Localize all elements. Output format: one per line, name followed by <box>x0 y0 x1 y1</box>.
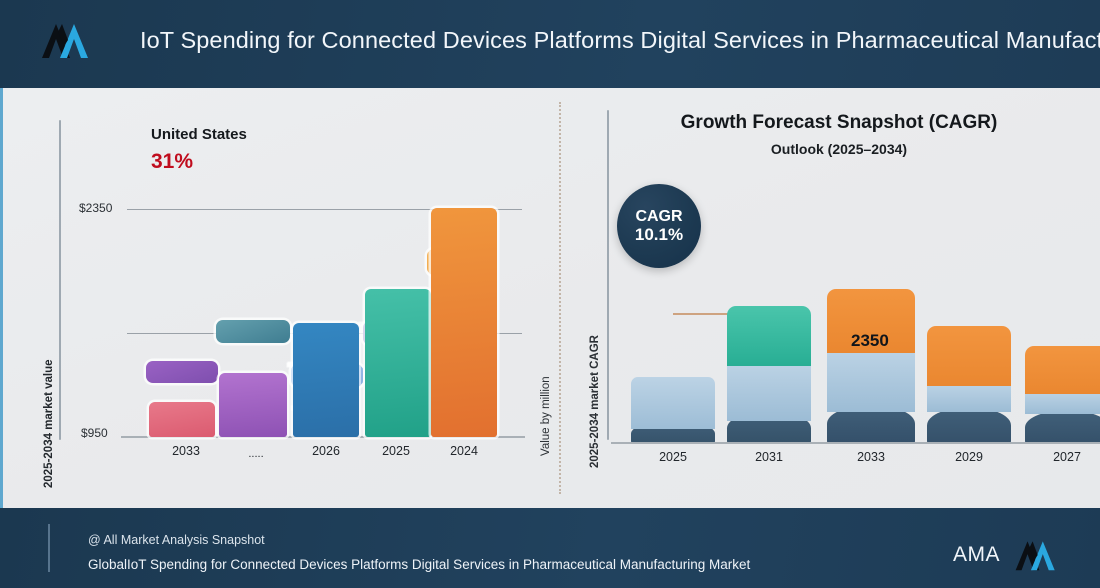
right-y-axis-line <box>607 110 609 440</box>
right-chart-title: Growth Forecast Snapshot (CAGR) <box>680 112 998 133</box>
bar-dots <box>219 373 287 437</box>
bar-2025 <box>365 289 431 437</box>
cagr-badge-value: 10.1% <box>634 225 684 245</box>
left-y-axis-label: 2025-2034 market value <box>43 359 55 488</box>
stack-2029-base <box>927 408 1011 443</box>
right-xlabel-1: 2031 <box>755 450 783 464</box>
stack-2029-top <box>927 326 1011 386</box>
gridline-2350 <box>127 209 522 210</box>
left-xlabel-3: 2025 <box>382 444 410 458</box>
left-xlabel-0: 2033 <box>172 444 200 458</box>
right-xlabel-0: 2025 <box>659 450 687 464</box>
left-xlabel-4: 2024 <box>450 444 478 458</box>
stack-2027-base <box>1025 411 1100 443</box>
stack-2029-middle <box>927 384 1011 412</box>
bar-cap-dots <box>216 320 290 343</box>
bar-cap-2033 <box>146 361 218 383</box>
bar-2026 <box>293 323 359 437</box>
right-x-axis-line <box>611 442 1100 444</box>
footer-divider <box>48 524 50 572</box>
stack-2027-middle <box>1025 392 1100 414</box>
right-chart-subtitle: Outlook (2025–2034) <box>770 141 908 157</box>
right-xlabel-2: 2033 <box>857 450 885 464</box>
right-value-label-2033: 2350 <box>851 331 889 350</box>
footer-brand: AMA <box>953 538 1062 572</box>
footer-bar: @ All Market Analysis Snapshot GlobalIoT… <box>0 508 1100 588</box>
chart-divider <box>559 102 561 494</box>
callout-percent: 31% <box>151 150 194 173</box>
bar-2024 <box>431 208 497 437</box>
cagr-badge: CAGR 10.1% <box>617 184 701 268</box>
left-chart: 2025-2034 market value $2350 $950 United… <box>3 88 559 508</box>
footer-report-title: GlobalIoT Spending for Connected Devices… <box>88 557 751 572</box>
cagr-badge-label: CAGR <box>635 207 683 225</box>
right-y-axis-label: 2025-2034 market CAGR <box>589 335 601 468</box>
left-xlabel-1: ..... <box>248 448 264 460</box>
page-title: IoT Spending for Connected Devices Platf… <box>140 26 1100 53</box>
stack-2033-base <box>827 406 915 443</box>
stack-2031-top <box>727 306 811 366</box>
footer-brand-text: AMA <box>952 543 1000 566</box>
ama-logo-icon <box>42 24 88 58</box>
left-value-unit-label: Value by million <box>540 376 552 456</box>
ama-logo-icon <box>1015 541 1055 571</box>
left-xlabel-2: 2026 <box>312 444 340 458</box>
bar-2033 <box>149 402 215 437</box>
header-bar: IoT Spending for Connected Devices Platf… <box>0 0 1100 80</box>
charts-panel: 2025-2034 market value $2350 $950 United… <box>0 88 1100 508</box>
right-chart: 2025-2034 market CAGR Growth Forecast Sn… <box>559 88 1100 508</box>
stack-2025-middle <box>631 377 715 429</box>
stack-2033-top <box>827 289 915 353</box>
left-y-axis-line <box>59 120 61 440</box>
footer-source-line: @ All Market Analysis Snapshot <box>88 533 265 547</box>
y-tick-950: $950 <box>81 426 108 440</box>
right-xlabel-3: 2029 <box>955 450 983 464</box>
callout-country: United States <box>151 126 247 143</box>
right-xlabel-4: 2027 <box>1053 450 1081 464</box>
y-tick-2350: $2350 <box>79 201 113 215</box>
stack-2031-middle <box>727 363 811 421</box>
stack-2033-middle <box>827 350 915 412</box>
stack-2027-top <box>1025 346 1100 394</box>
